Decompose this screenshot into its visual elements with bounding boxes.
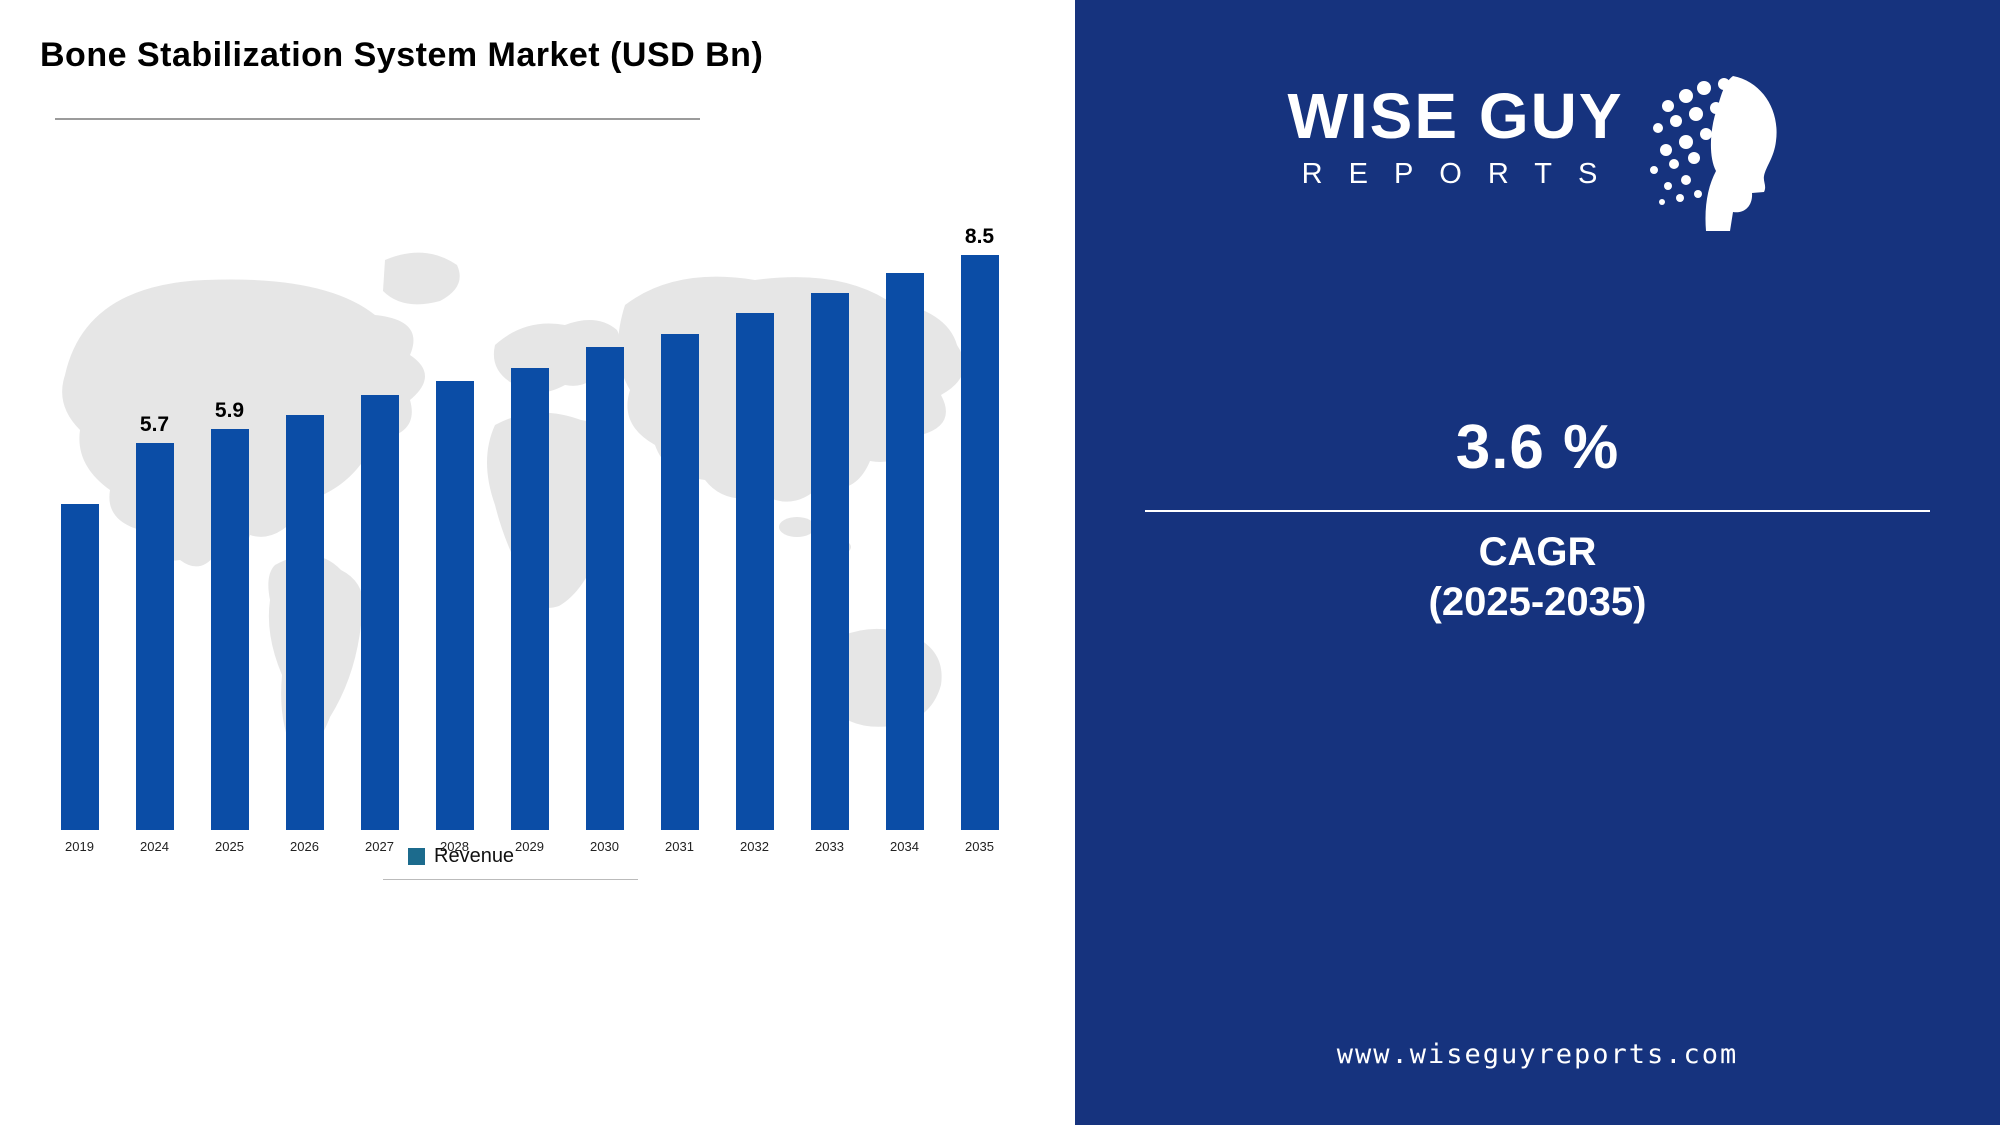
x-axis-label: 2030 bbox=[590, 839, 619, 854]
legend-marker-icon bbox=[408, 848, 425, 865]
chart-region: Bone Stabilization System Market (USD Bn… bbox=[40, 36, 1017, 880]
title-divider bbox=[55, 118, 700, 120]
x-axis-label: 2024 bbox=[140, 839, 169, 854]
bar-column: 2031 bbox=[642, 225, 717, 854]
revenue-bar[interactable] bbox=[660, 333, 699, 830]
revenue-bar[interactable] bbox=[285, 415, 324, 830]
bar-value-label: 5.9 bbox=[214, 398, 245, 422]
revenue-bar[interactable] bbox=[60, 503, 99, 830]
logo-brand-subtitle: REPORTS bbox=[1301, 158, 1624, 190]
legend-label: Revenue bbox=[434, 845, 515, 867]
revenue-bar[interactable] bbox=[360, 394, 399, 830]
x-axis-label: 2019 bbox=[65, 839, 94, 854]
revenue-bar[interactable] bbox=[585, 347, 624, 830]
bar-column: 5.7 2024 bbox=[117, 225, 192, 854]
cagr-period: (2025-2035) bbox=[1428, 580, 1647, 624]
x-axis-label: 2032 bbox=[740, 839, 769, 854]
bar-column: 2033 bbox=[792, 225, 867, 854]
bar-column: 2029 bbox=[492, 225, 567, 854]
bar-column: 2027 bbox=[342, 225, 417, 854]
wise-guy-reports-logo: WISE GUY REPORTS bbox=[1075, 70, 2000, 236]
website-url[interactable]: www.wiseguyreports.com bbox=[1336, 1039, 1739, 1070]
bar-chart: 2019 5.7 2024 5.9 2025 2026 2027 2028 2029 2030 20… bbox=[42, 225, 1017, 854]
x-axis-label: 2031 bbox=[665, 839, 694, 854]
bar-column: 2034 bbox=[867, 225, 942, 854]
x-axis-label: 2026 bbox=[290, 839, 319, 854]
revenue-bar[interactable] bbox=[210, 428, 249, 830]
revenue-bar[interactable] bbox=[735, 313, 774, 830]
x-axis-label: 2025 bbox=[215, 839, 244, 854]
x-axis-label: 2034 bbox=[890, 839, 919, 854]
revenue-bar[interactable] bbox=[810, 292, 849, 830]
revenue-bar[interactable] bbox=[135, 442, 174, 830]
page-title: Bone Stabilization System Market (USD Bn… bbox=[40, 36, 764, 74]
logo-brand-name: WISE GUY bbox=[1287, 80, 1624, 152]
cagr-value: 3.6 % bbox=[1455, 413, 1620, 482]
bar-column: 2026 bbox=[267, 225, 342, 854]
bar-value-label: 5.7 bbox=[139, 412, 170, 436]
x-axis-label: 2027 bbox=[365, 839, 394, 854]
x-axis-label: 2029 bbox=[515, 839, 544, 854]
x-axis-label: 2028 bbox=[440, 839, 469, 854]
logo-text: WISE GUY REPORTS bbox=[1287, 70, 1623, 191]
revenue-bar[interactable] bbox=[960, 255, 999, 830]
revenue-bar[interactable] bbox=[885, 272, 924, 830]
cagr-divider bbox=[1145, 510, 1930, 512]
x-axis-label: 2033 bbox=[815, 839, 844, 854]
bar-column: 2019 bbox=[42, 225, 117, 854]
legend-divider bbox=[383, 879, 638, 880]
brand-panel: WISE GUY REPORTS 3.6 % CAGR (2025-2035) … bbox=[1075, 0, 2000, 1125]
dotted-head-icon bbox=[1649, 76, 1777, 231]
bar-column: 8.5 2035 bbox=[942, 225, 1017, 854]
revenue-bar[interactable] bbox=[435, 381, 474, 830]
bar-column: 5.9 2025 bbox=[192, 225, 267, 854]
revenue-bar[interactable] bbox=[510, 367, 549, 830]
chart-legend[interactable]: Revenue bbox=[408, 845, 514, 868]
x-axis-label: 2035 bbox=[965, 839, 994, 854]
bar-column: 2028 bbox=[417, 225, 492, 854]
bar-column: 2032 bbox=[717, 225, 792, 854]
cagr-label: CAGR bbox=[1478, 530, 1597, 574]
bar-column: 2030 bbox=[567, 225, 642, 854]
bar-value-label: 8.5 bbox=[964, 225, 995, 248]
